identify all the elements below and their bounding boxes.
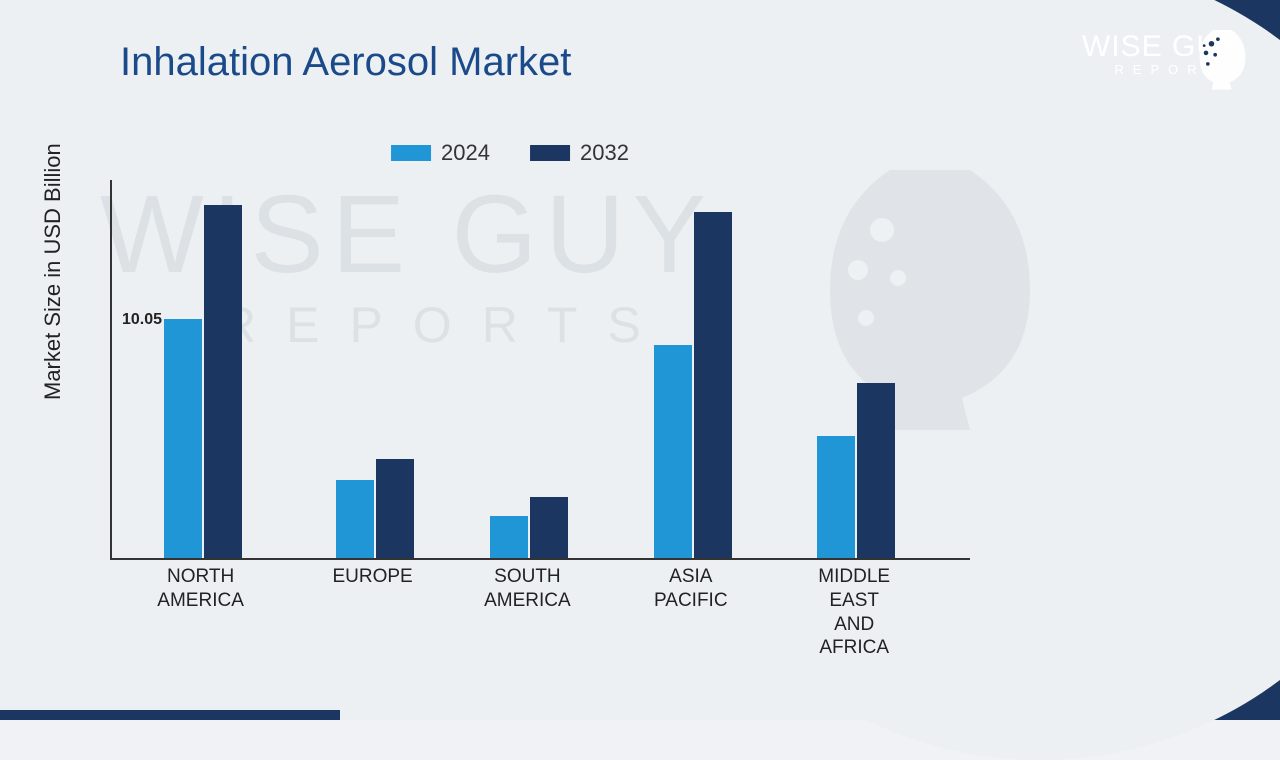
y-tick-label: 10.05 xyxy=(122,311,162,329)
bar-series2 xyxy=(204,205,242,558)
plot-area: 10.05 xyxy=(110,180,970,560)
legend-item-2032: 2032 xyxy=(530,140,629,166)
bar-series1 xyxy=(654,345,692,558)
bar-series1 xyxy=(164,319,202,558)
bar-group xyxy=(336,459,414,558)
brand-logo: WISE GUY REPORTS xyxy=(1082,30,1240,77)
x-axis-label: NORTHAMERICA xyxy=(136,565,266,613)
bar-series2 xyxy=(530,497,568,558)
legend-label: 2032 xyxy=(580,140,629,166)
bar-series1 xyxy=(336,480,374,558)
bar-series1 xyxy=(490,516,528,558)
bar-group xyxy=(490,497,568,558)
x-axis-label: ASIAPACIFIC xyxy=(626,565,756,613)
bar-series2 xyxy=(376,459,414,558)
chart-container: 2024 2032 Market Size in USD Billion 10.… xyxy=(50,140,970,700)
legend-swatch xyxy=(530,145,570,161)
bar-group xyxy=(654,212,732,558)
legend-swatch xyxy=(391,145,431,161)
head-profile-icon xyxy=(1195,25,1250,90)
bar-group xyxy=(164,205,242,558)
x-axis-label: SOUTHAMERICA xyxy=(462,565,592,613)
bar-series1 xyxy=(817,436,855,558)
chart-title: Inhalation Aerosol Market xyxy=(120,40,571,85)
page-root: WISE GUY REPORTS Inhalation Aerosol Mark… xyxy=(0,0,1280,720)
bar-series2 xyxy=(694,212,732,558)
bar-series2 xyxy=(857,383,895,558)
bottom-accent-bar xyxy=(0,710,340,720)
legend-item-2024: 2024 xyxy=(391,140,490,166)
bar-group xyxy=(817,383,895,558)
legend-label: 2024 xyxy=(441,140,490,166)
x-axis-label: EUROPE xyxy=(308,565,438,589)
x-axis-labels: NORTHAMERICA EUROPE SOUTHAMERICA ASIAPACIFI… xyxy=(110,565,970,685)
x-axis-label: MIDDLEEASTANDAFRICA xyxy=(789,565,919,660)
y-axis-label: Market Size in USD Billion xyxy=(40,143,66,400)
legend: 2024 2032 xyxy=(391,140,629,166)
